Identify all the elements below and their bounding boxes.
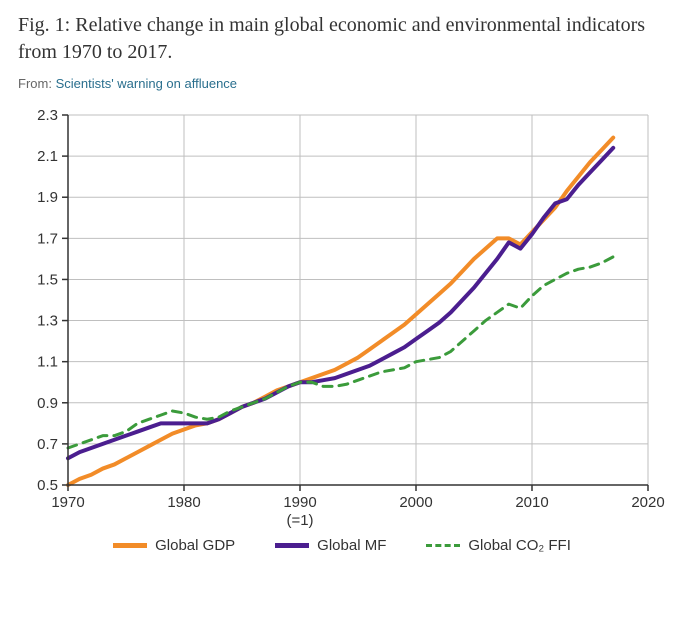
source-link[interactable]: Scientists' warning on affluence <box>56 76 237 91</box>
ytick-label: 1.9 <box>37 189 58 206</box>
ytick-label: 2.1 <box>37 148 58 165</box>
ytick-label: 1.3 <box>37 313 58 330</box>
legend-item-co2: Global CO₂ FFI <box>426 537 571 554</box>
from-prefix: From: <box>18 76 56 91</box>
figure-title: Fig. 1: Relative change in main global e… <box>18 12 666 66</box>
ytick-label: 1.7 <box>37 230 58 247</box>
legend-item-gdp: Global GDP <box>113 537 235 554</box>
ytick-label: 0.9 <box>37 395 58 412</box>
ytick-label: 1.5 <box>37 271 58 288</box>
legend-swatch-mf <box>275 543 309 548</box>
legend-label-gdp: Global GDP <box>155 537 235 554</box>
figure-source-line: From: Scientists' warning on affluence <box>18 76 666 91</box>
ytick-label: 1.1 <box>37 354 58 371</box>
ytick-label: 2.3 <box>37 107 58 124</box>
series-mf <box>68 148 613 458</box>
xtick-label: 1990 <box>283 494 316 511</box>
legend-label-mf: Global MF <box>317 537 386 554</box>
legend-swatch-co2 <box>426 544 460 547</box>
xtick-label: 2000 <box>399 494 432 511</box>
legend-label-co2: Global CO₂ FFI <box>468 537 571 554</box>
ytick-label: 0.7 <box>37 436 58 453</box>
chart-area: 0.5 0.7 0.9 1.1 1.3 1.5 1.7 1.9 2.1 2.3 1970 1980 19… <box>18 105 666 535</box>
xtick-label: 1980 <box>167 494 200 511</box>
xtick-label: 1970 <box>51 494 84 511</box>
xtick-label: 2010 <box>515 494 548 511</box>
series-gdp <box>68 138 613 485</box>
ytick-label: 0.5 <box>37 477 58 494</box>
legend-swatch-gdp <box>113 543 147 548</box>
legend-item-mf: Global MF <box>275 537 386 554</box>
series-co2 <box>68 257 613 448</box>
chart-svg: 0.5 0.7 0.9 1.1 1.3 1.5 1.7 1.9 2.1 2.3 1970 1980 19… <box>18 105 666 535</box>
x-center-sublabel: (=1) <box>286 512 313 529</box>
figure-container: Fig. 1: Relative change in main global e… <box>0 0 684 624</box>
legend: Global GDP Global MF Global CO₂ FFI <box>18 537 666 554</box>
xtick-label: 2020 <box>631 494 664 511</box>
